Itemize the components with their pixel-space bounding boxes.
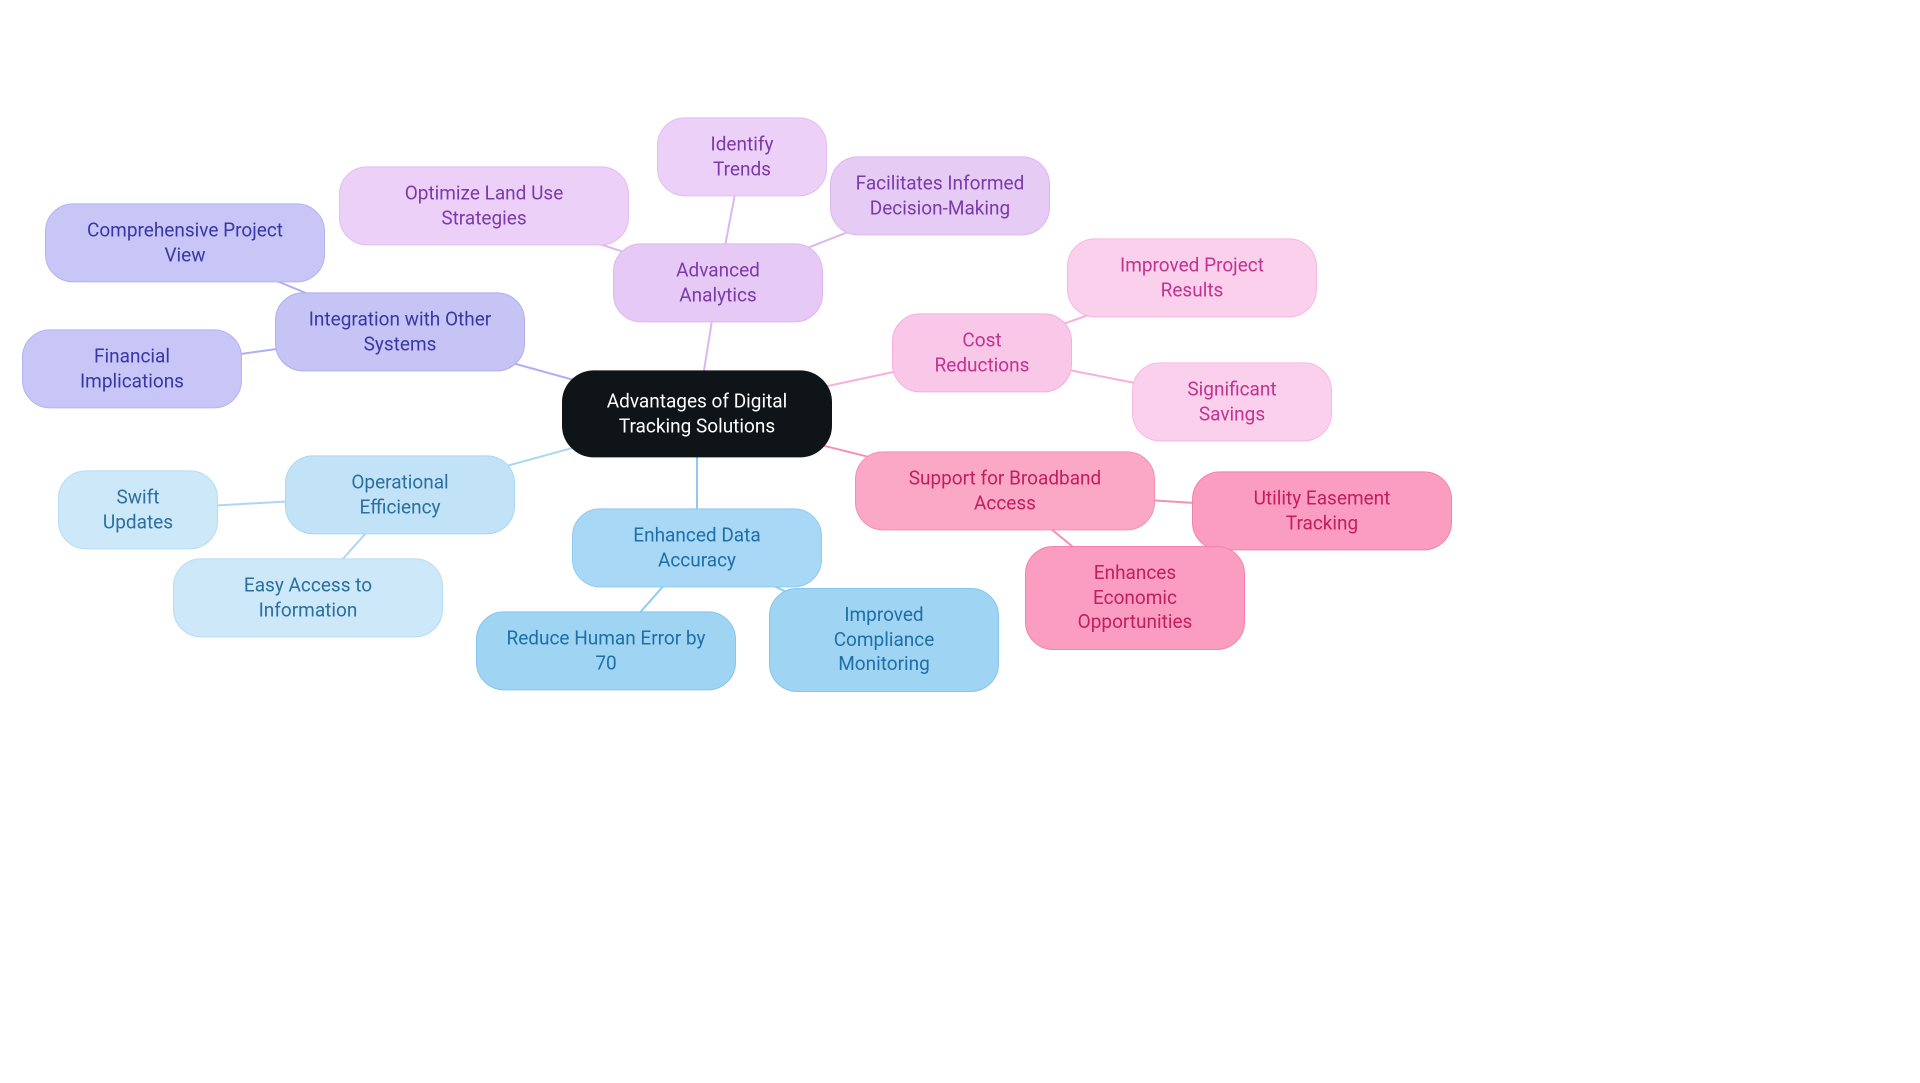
leaf-efficiency-0-label: Swift Updates <box>83 485 193 534</box>
leaf-efficiency-0: Swift Updates <box>58 470 218 549</box>
leaf-accuracy-1-label: Improved Compliance Monitoring <box>794 603 974 677</box>
leaf-analytics-1: Identify Trends <box>657 117 827 196</box>
branch-accuracy: Enhanced Data Accuracy <box>572 508 822 587</box>
branch-analytics-label: Advanced Analytics <box>638 258 798 307</box>
leaf-integration-0-label: Comprehensive Project View <box>70 218 300 267</box>
center-label: Advantages of Digital Tracking Solutions <box>583 389 811 438</box>
branch-integration: Integration with Other Systems <box>275 292 525 371</box>
leaf-cost-0: Improved Project Results <box>1067 238 1317 317</box>
leaf-cost-1-label: Significant Savings <box>1157 377 1307 426</box>
leaf-analytics-1-label: Identify Trends <box>682 132 802 181</box>
leaf-broadband-1-label: Enhances Economic Opportunities <box>1050 561 1220 635</box>
leaf-efficiency-1-label: Easy Access to Information <box>198 573 418 622</box>
leaf-broadband-0-label: Utility Easement Tracking <box>1217 486 1427 535</box>
branch-broadband-label: Support for Broadband Access <box>880 466 1130 515</box>
leaf-analytics-2-label: Facilitates Informed Decision-Making <box>855 171 1025 220</box>
leaf-efficiency-1: Easy Access to Information <box>173 558 443 637</box>
leaf-analytics-0-label: Optimize Land Use Strategies <box>364 181 604 230</box>
branch-broadband: Support for Broadband Access <box>855 451 1155 530</box>
leaf-broadband-0: Utility Easement Tracking <box>1192 471 1452 550</box>
center-node: Advantages of Digital Tracking Solutions <box>562 370 832 457</box>
leaf-analytics-2: Facilitates Informed Decision-Making <box>830 156 1050 235</box>
branch-cost: Cost Reductions <box>892 313 1072 392</box>
leaf-accuracy-1: Improved Compliance Monitoring <box>769 588 999 692</box>
leaf-integration-0: Comprehensive Project View <box>45 203 325 282</box>
branch-integration-label: Integration with Other Systems <box>300 307 500 356</box>
branch-accuracy-label: Enhanced Data Accuracy <box>597 523 797 572</box>
leaf-accuracy-0-label: Reduce Human Error by 70 <box>501 626 711 675</box>
leaf-accuracy-0: Reduce Human Error by 70 <box>476 611 736 690</box>
leaf-analytics-0: Optimize Land Use Strategies <box>339 166 629 245</box>
leaf-cost-0-label: Improved Project Results <box>1092 253 1292 302</box>
branch-efficiency-label: Operational Efficiency <box>310 470 490 519</box>
leaf-broadband-1: Enhances Economic Opportunities <box>1025 546 1245 650</box>
branch-cost-label: Cost Reductions <box>917 328 1047 377</box>
branch-analytics: Advanced Analytics <box>613 243 823 322</box>
branch-efficiency: Operational Efficiency <box>285 455 515 534</box>
leaf-cost-1: Significant Savings <box>1132 362 1332 441</box>
leaf-integration-1: Financial Implications <box>22 329 242 408</box>
leaf-integration-1-label: Financial Implications <box>47 344 217 393</box>
